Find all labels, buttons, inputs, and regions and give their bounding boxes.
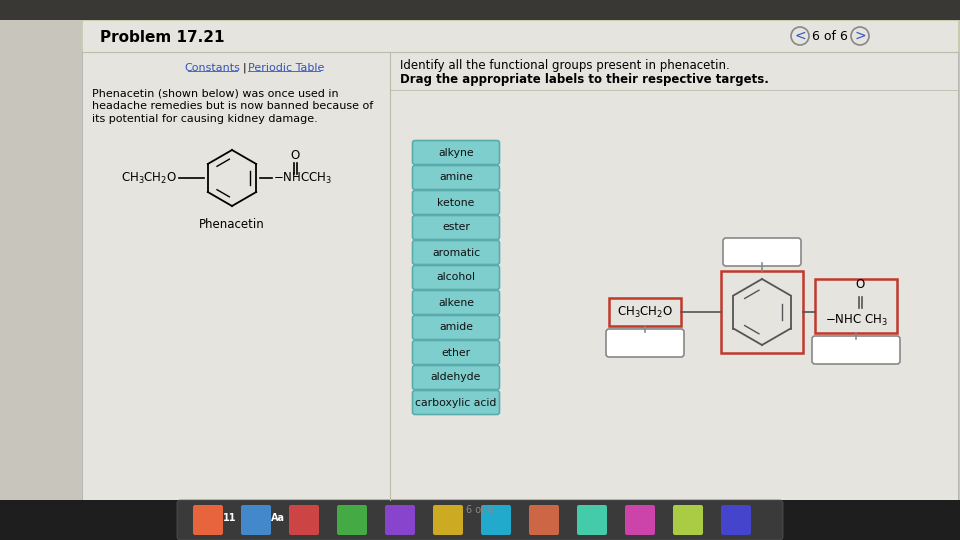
Text: its potential for causing kidney damage.: its potential for causing kidney damage. [92,114,318,124]
FancyBboxPatch shape [812,336,900,364]
Text: 6 of 6: 6 of 6 [812,30,848,43]
FancyBboxPatch shape [481,505,511,535]
FancyBboxPatch shape [433,505,463,535]
Text: ketone: ketone [438,198,474,207]
FancyBboxPatch shape [413,291,499,314]
FancyBboxPatch shape [413,165,499,190]
FancyBboxPatch shape [413,266,499,289]
Text: alkyne: alkyne [438,147,474,158]
FancyBboxPatch shape [723,238,801,266]
Text: ether: ether [442,348,470,357]
Text: Aa: Aa [271,513,285,523]
FancyBboxPatch shape [625,505,655,535]
FancyBboxPatch shape [606,329,684,357]
Text: Problem 17.21: Problem 17.21 [100,30,225,44]
Text: CH$_3$CH$_2$O: CH$_3$CH$_2$O [121,171,177,186]
Text: Periodic Table: Periodic Table [248,63,324,73]
Bar [82,20,958,500]
Text: Phenacetin: Phenacetin [199,218,265,231]
FancyBboxPatch shape [577,505,607,535]
Bar [815,279,897,333]
Text: Identify all the functional groups present in phenacetin.: Identify all the functional groups prese… [400,58,730,71]
FancyBboxPatch shape [413,315,499,340]
Text: $-$NHC CH$_3$: $-$NHC CH$_3$ [825,313,887,328]
FancyBboxPatch shape [337,505,367,535]
Text: 11: 11 [224,513,237,523]
Bar [609,298,681,326]
FancyBboxPatch shape [193,505,223,535]
FancyBboxPatch shape [721,505,751,535]
FancyBboxPatch shape [413,341,499,364]
Bar [82,20,958,52]
FancyBboxPatch shape [413,215,499,240]
Text: O: O [855,278,865,291]
FancyBboxPatch shape [385,505,415,535]
Text: 6 of 6: 6 of 6 [467,505,493,515]
FancyBboxPatch shape [177,500,783,540]
FancyBboxPatch shape [241,505,271,535]
Text: Drag the appropriate labels to their respective targets.: Drag the appropriate labels to their res… [400,73,769,86]
Text: >: > [854,29,866,43]
Text: alkene: alkene [438,298,474,307]
Bar [721,271,803,353]
FancyBboxPatch shape [413,390,499,415]
Text: $-$NHCCH$_3$: $-$NHCCH$_3$ [273,171,332,186]
FancyBboxPatch shape [529,505,559,535]
Text: amine: amine [439,172,473,183]
Text: aromatic: aromatic [432,247,480,258]
Text: amide: amide [439,322,473,333]
Text: ester: ester [442,222,470,233]
Text: Phenacetin (shown below) was once used in: Phenacetin (shown below) was once used i… [92,88,339,98]
Text: O: O [291,149,300,162]
Bar [0,500,960,540]
Text: alcohol: alcohol [437,273,475,282]
Text: aldehyde: aldehyde [431,373,481,382]
FancyBboxPatch shape [413,191,499,214]
FancyBboxPatch shape [673,505,703,535]
Text: headache remedies but is now banned because of: headache remedies but is now banned beca… [92,101,373,111]
FancyBboxPatch shape [413,366,499,389]
FancyBboxPatch shape [413,240,499,265]
FancyBboxPatch shape [289,505,319,535]
Bar [0,0,960,20]
Text: Constants: Constants [184,63,240,73]
Text: <: < [794,29,805,43]
Text: |: | [243,63,247,73]
Text: carboxylic acid: carboxylic acid [416,397,496,408]
FancyBboxPatch shape [413,140,499,165]
Text: CH$_3$CH$_2$O: CH$_3$CH$_2$O [617,305,673,320]
